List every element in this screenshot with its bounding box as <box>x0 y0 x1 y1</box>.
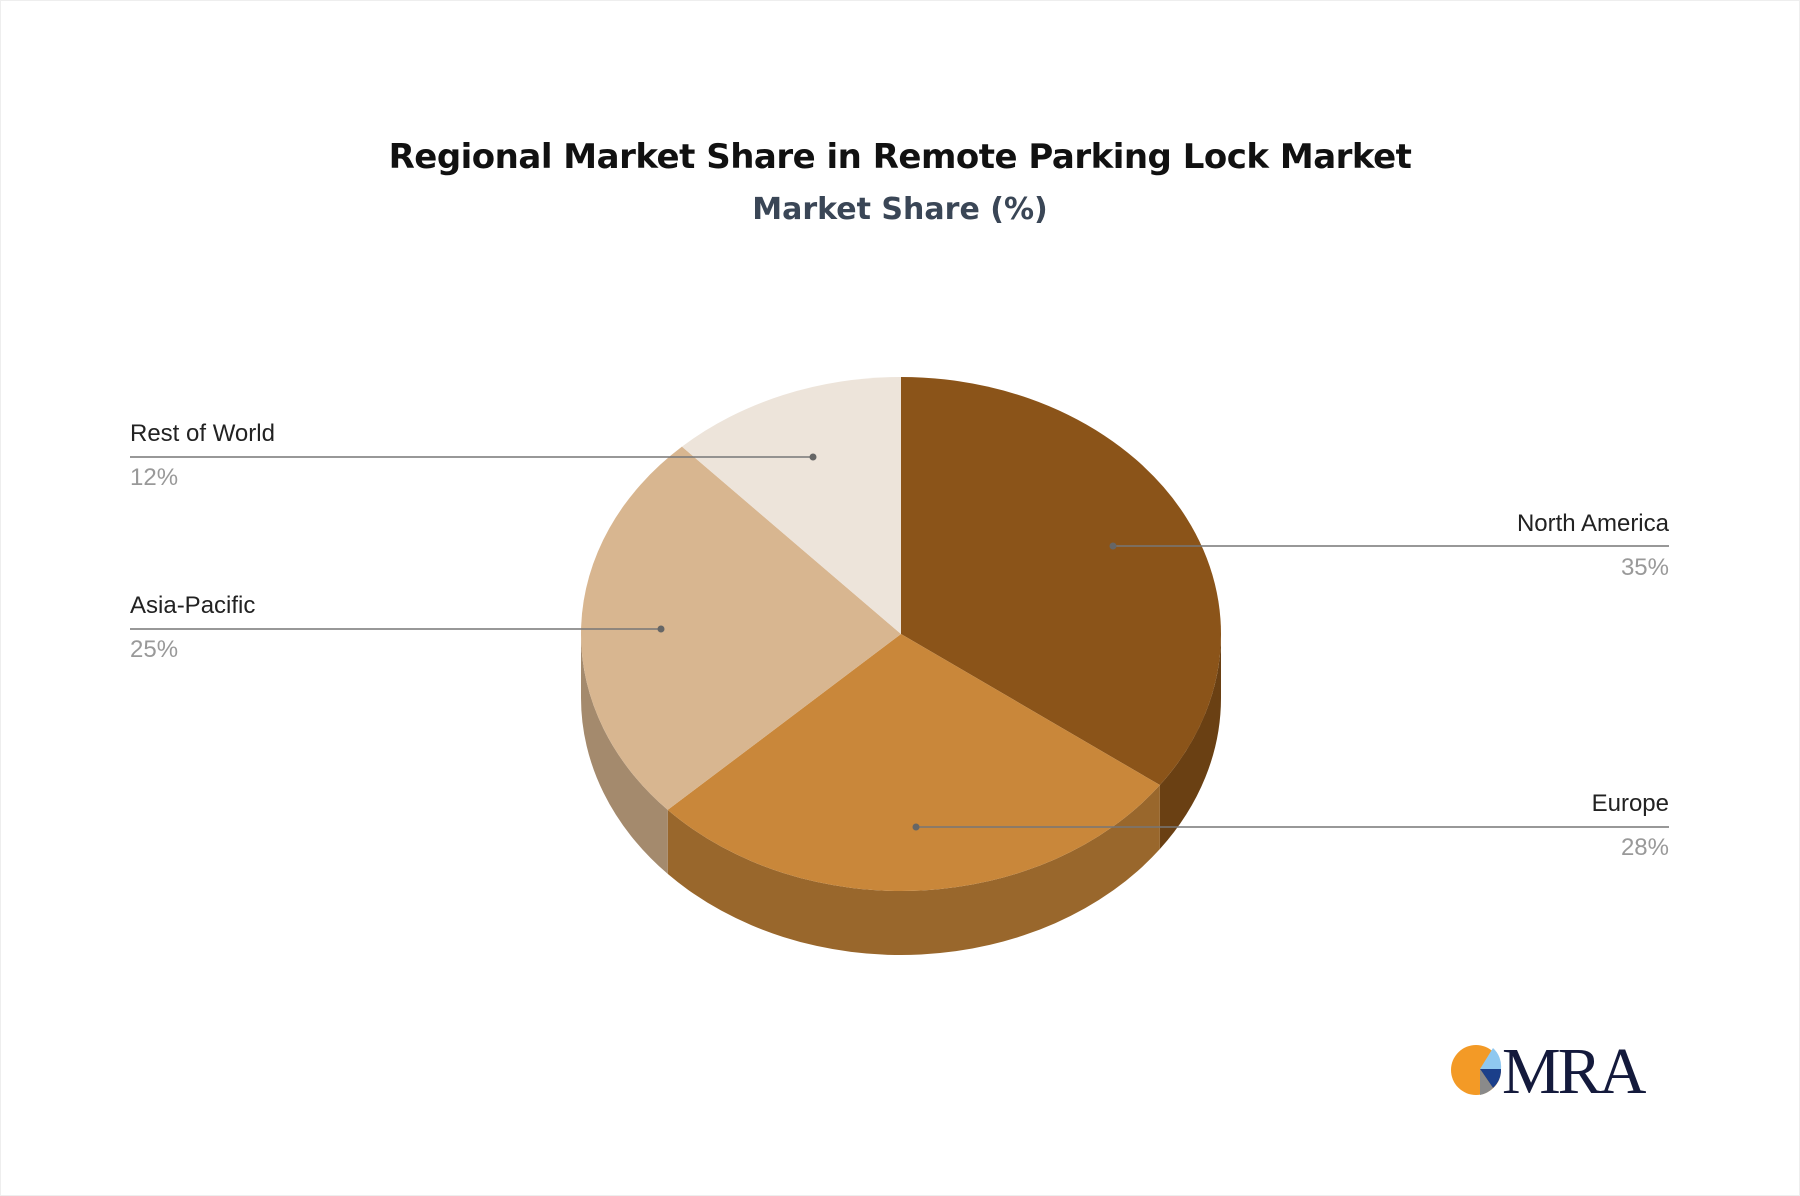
value-rest-of-world: 12% <box>130 464 179 491</box>
leader-dot-rest-of-world <box>809 453 817 461</box>
label-north-america: North America <box>1516 510 1669 537</box>
leader-dot-asia-pacific <box>657 625 665 633</box>
pie-slice-asia-pacific[interactable] <box>581 446 901 810</box>
value-north-america: 35% <box>1620 554 1669 581</box>
logo-text: MRA <box>1502 1035 1646 1108</box>
leader-dot-europe <box>912 823 920 831</box>
mra-logo: MRA <box>1450 1035 1646 1108</box>
chart-title: Regional Market Share in Remote Parking … <box>388 137 1412 177</box>
pie-side-europe <box>667 785 1160 956</box>
pie-side-asia-pacific <box>581 634 668 874</box>
label-rest-of-world: Rest of World <box>130 420 275 447</box>
leader-dot-north-america <box>1109 542 1117 550</box>
chart-subtitle: Market Share (%) <box>752 192 1048 227</box>
label-asia-pacific: Asia-Pacific <box>130 592 256 619</box>
pie-slice-rest-of-world[interactable] <box>681 377 901 634</box>
logo-pie-icon <box>1451 1045 1502 1095</box>
value-europe: 28% <box>1620 834 1669 861</box>
label-europe: Europe <box>1591 790 1669 817</box>
value-asia-pacific: 25% <box>130 636 179 663</box>
pie-slice-north-america[interactable] <box>901 377 1221 786</box>
pie-side-north-america <box>1159 634 1221 850</box>
